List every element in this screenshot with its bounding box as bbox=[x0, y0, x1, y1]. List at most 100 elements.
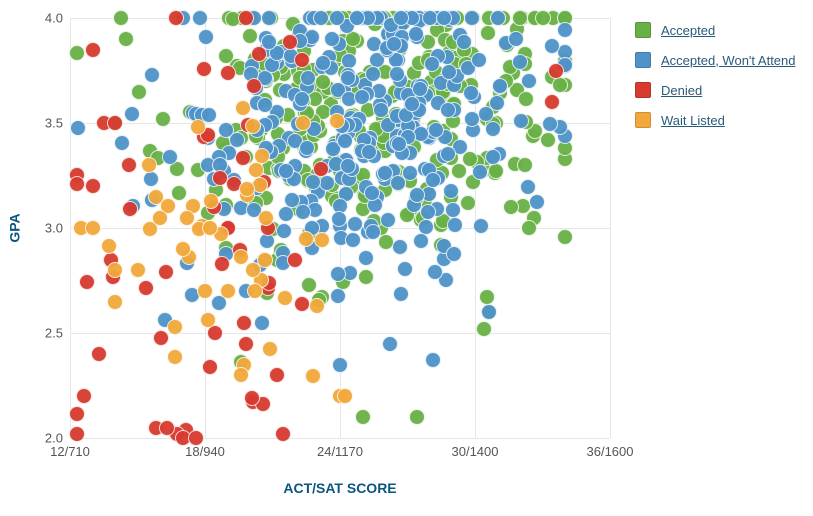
scatter-point-waitlisted bbox=[107, 294, 123, 310]
scatter-point-denied bbox=[548, 63, 564, 79]
scatter-point-wontattend bbox=[340, 70, 356, 86]
scatter-point-wontattend bbox=[404, 96, 420, 112]
scatter-point-waitlisted bbox=[309, 298, 325, 314]
scatter-point-waitlisted bbox=[167, 349, 183, 365]
scatter-point-accepted bbox=[540, 132, 556, 148]
scatter-point-waitlisted bbox=[305, 368, 321, 384]
scatter-point-wontattend bbox=[440, 102, 456, 118]
scatter-point-waitlisted bbox=[190, 119, 206, 135]
scatter-point-wontattend bbox=[313, 10, 329, 26]
scatter-point-accepted bbox=[301, 277, 317, 293]
scatter-point-wontattend bbox=[544, 38, 560, 54]
legend-swatch bbox=[635, 22, 651, 38]
scatter-point-wontattend bbox=[337, 133, 353, 149]
scatter-point-wontattend bbox=[358, 250, 374, 266]
scatter-point-denied bbox=[251, 46, 267, 62]
scatter-point-wontattend bbox=[114, 135, 130, 151]
scatter-point-waitlisted bbox=[233, 249, 249, 265]
scatter-point-wontattend bbox=[340, 158, 356, 174]
scatter-point-wontattend bbox=[521, 73, 537, 89]
legend-label: Accepted bbox=[661, 23, 715, 38]
scatter-point-wontattend bbox=[485, 149, 501, 165]
scatter-point-denied bbox=[275, 426, 291, 442]
scatter-point-wontattend bbox=[478, 106, 494, 122]
scatter-point-waitlisted bbox=[298, 231, 314, 247]
scatter-point-wontattend bbox=[354, 89, 370, 105]
scatter-point-denied bbox=[85, 178, 101, 194]
scatter-point-waitlisted bbox=[148, 189, 164, 205]
scatter-point-accepted bbox=[517, 157, 533, 173]
scatter-point-wontattend bbox=[446, 246, 462, 262]
legend-item-waitlisted[interactable]: Wait Listed bbox=[635, 112, 805, 128]
y-tick-label: 2.0 bbox=[45, 431, 63, 446]
scatter-point-wontattend bbox=[361, 144, 377, 160]
y-axis-label: GPA bbox=[0, 18, 30, 438]
scatter-point-denied bbox=[212, 170, 228, 186]
scatter-point-waitlisted bbox=[85, 220, 101, 236]
scatter-point-accepted bbox=[460, 195, 476, 211]
scatter-point-denied bbox=[79, 274, 95, 290]
scatter-point-accepted bbox=[113, 10, 129, 26]
scatter-point-denied bbox=[122, 201, 138, 217]
scatter-point-denied bbox=[244, 390, 260, 406]
scatter-point-wontattend bbox=[300, 70, 316, 86]
scatter-point-denied bbox=[202, 359, 218, 375]
scatter-point-waitlisted bbox=[233, 367, 249, 383]
scatter-point-denied bbox=[159, 420, 175, 436]
legend-item-denied[interactable]: Denied bbox=[635, 82, 805, 98]
scatter-point-wontattend bbox=[443, 183, 459, 199]
scatter-point-waitlisted bbox=[257, 252, 273, 268]
scatter-point-accepted bbox=[518, 91, 534, 107]
scatter-point-wontattend bbox=[542, 116, 558, 132]
scatter-point-wontattend bbox=[70, 120, 86, 136]
scatter-point-accepted bbox=[345, 31, 361, 47]
scatter-point-wontattend bbox=[447, 217, 463, 233]
scatter-point-denied bbox=[85, 42, 101, 58]
scatter-point-denied bbox=[238, 336, 254, 352]
scatter-point-waitlisted bbox=[179, 210, 195, 226]
scatter-point-wontattend bbox=[471, 52, 487, 68]
x-tick-label: 18/940 bbox=[185, 444, 225, 459]
scatter-point-accepted bbox=[131, 84, 147, 100]
scatter-point-wontattend bbox=[319, 175, 335, 191]
scatter-point-wontattend bbox=[324, 31, 340, 47]
scatter-point-wontattend bbox=[436, 10, 452, 26]
scatter-point-denied bbox=[246, 78, 262, 94]
scatter-point-wontattend bbox=[397, 261, 413, 277]
gridline-v bbox=[610, 18, 611, 438]
scatter-point-denied bbox=[168, 10, 184, 26]
scatter-point-waitlisted bbox=[239, 181, 255, 197]
scatter-point-wontattend bbox=[330, 288, 346, 304]
scatter-point-wontattend bbox=[294, 91, 310, 107]
legend-item-wontattend[interactable]: Accepted, Won't Attend bbox=[635, 52, 805, 68]
scatter-point-wontattend bbox=[192, 10, 208, 26]
scatter-point-accepted bbox=[512, 10, 528, 26]
x-tick-label: 24/1170 bbox=[317, 444, 363, 459]
scatter-point-accepted bbox=[480, 25, 496, 41]
scatter-point-wontattend bbox=[418, 219, 434, 235]
scatter-point-denied bbox=[294, 52, 310, 68]
x-tick-label: 36/1600 bbox=[587, 444, 634, 459]
scatter-point-wontattend bbox=[481, 304, 497, 320]
scatter-point-accepted bbox=[355, 409, 371, 425]
scatter-point-accepted bbox=[479, 289, 495, 305]
legend-item-accepted[interactable]: Accepted bbox=[635, 22, 805, 38]
scatter-point-denied bbox=[121, 157, 137, 173]
scatter-point-denied bbox=[220, 65, 236, 81]
scatter-point-waitlisted bbox=[235, 100, 251, 116]
scatter-point-waitlisted bbox=[247, 283, 263, 299]
scatter-point-waitlisted bbox=[203, 193, 219, 209]
scatter-point-wontattend bbox=[365, 224, 381, 240]
scatter-point-wontattend bbox=[124, 106, 140, 122]
scatter-point-accepted bbox=[557, 229, 573, 245]
scatter-point-wontattend bbox=[365, 66, 381, 82]
scatter-point-wontattend bbox=[513, 113, 529, 129]
scatter-point-waitlisted bbox=[337, 388, 353, 404]
scatter-point-wontattend bbox=[295, 204, 311, 220]
scatter-point-wontattend bbox=[380, 212, 396, 228]
scatter-point-wontattend bbox=[276, 223, 292, 239]
scatter-point-denied bbox=[214, 256, 230, 272]
scatter-point-wontattend bbox=[218, 122, 234, 138]
scatter-point-waitlisted bbox=[329, 113, 345, 129]
y-tick-label: 3.5 bbox=[45, 116, 63, 131]
